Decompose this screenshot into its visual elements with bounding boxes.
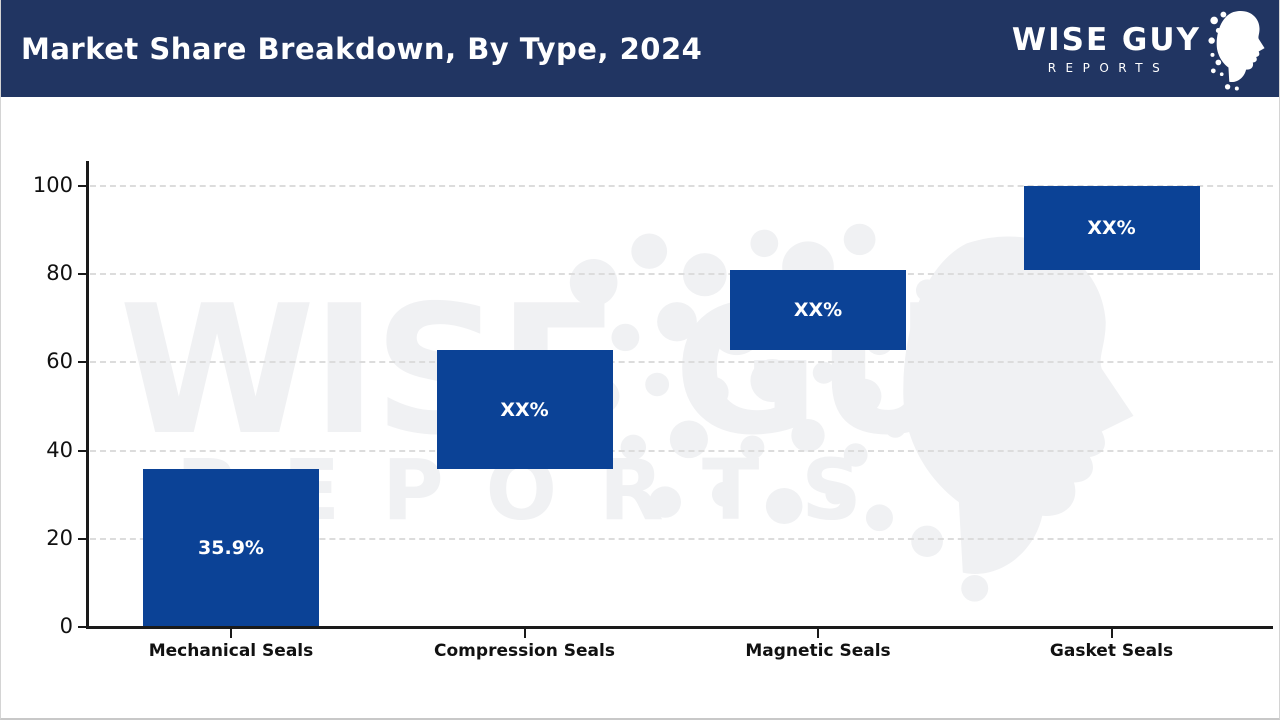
y-tick-label: 80: [46, 261, 73, 286]
bar-value-label: XX%: [1087, 216, 1136, 239]
y-tick-label: 60: [46, 349, 73, 374]
bar-value-label: 35.9%: [198, 536, 264, 559]
logo-wordmark: WISE GUY: [1011, 21, 1201, 58]
bar: XX%: [1023, 186, 1200, 270]
gridline: [90, 537, 1273, 540]
gridline: [90, 185, 1273, 187]
wiseguy-face-icon: [1208, 11, 1265, 91]
x-tick: [817, 629, 819, 638]
page-title: Market Share Breakdown, By Type, 2024: [21, 31, 703, 66]
y-tick-label: 0: [59, 614, 73, 638]
x-category-label: Compression Seals: [434, 641, 615, 661]
bar: XX%: [436, 350, 613, 469]
x-tick: [523, 629, 526, 638]
y-tick: [78, 449, 87, 452]
x-category-label: Mechanical Seals: [148, 641, 314, 661]
x-tick: [1110, 629, 1113, 638]
y-tick: [78, 273, 87, 276]
y-tick-label: 20: [46, 525, 73, 550]
wiseguy-logo-text: WISE GUY REPORTS: [1011, 21, 1201, 75]
x-category-label: Gasket Seals: [1049, 641, 1174, 661]
y-axis-line: [86, 161, 89, 629]
x-tick: [230, 629, 232, 638]
logo-subtitle: REPORTS: [1047, 60, 1170, 75]
y-tick: [78, 185, 87, 187]
gridline: [90, 361, 1273, 364]
x-category-label: Magnetic Seals: [745, 641, 891, 661]
x-axis-line: [86, 626, 1273, 629]
bar: 35.9%: [143, 468, 319, 627]
bar-value-label: XX%: [500, 398, 549, 421]
gridline: [90, 273, 1273, 276]
y-tick: [78, 537, 87, 540]
y-tick-label: 40: [46, 437, 73, 462]
bar-value-label: XX%: [793, 299, 843, 322]
y-tick-label: 100: [32, 173, 73, 197]
header: Market Share Breakdown, By Type, 2024 WI…: [1, 0, 1279, 97]
gridline: [90, 449, 1273, 452]
bar: XX%: [730, 269, 906, 351]
y-tick: [78, 626, 87, 628]
wiseguy-logo: WISE GUY REPORTS: [1012, 4, 1267, 94]
y-tick: [78, 361, 87, 364]
